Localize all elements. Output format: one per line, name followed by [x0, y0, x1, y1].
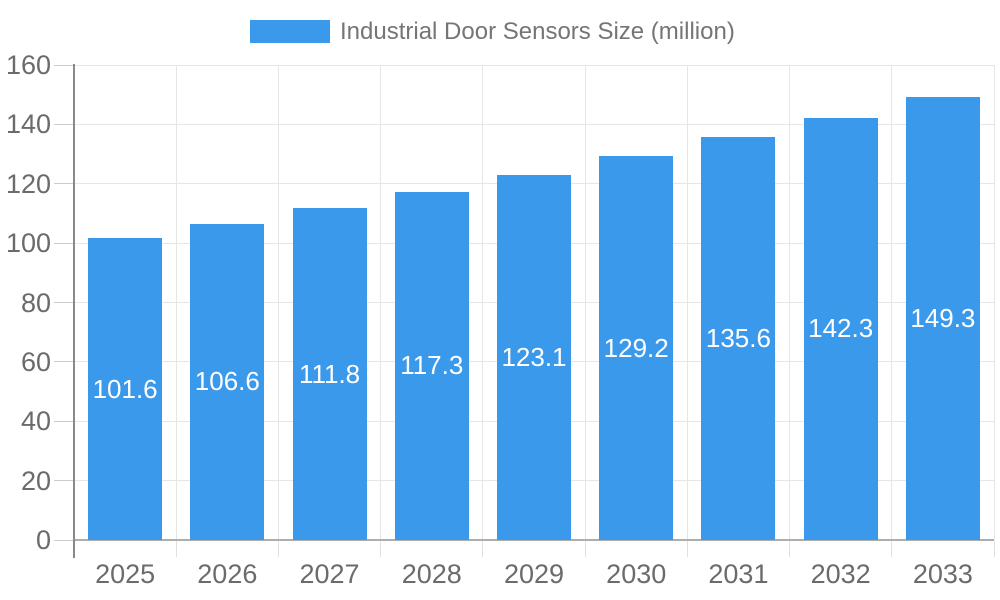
x-axis-line [74, 539, 994, 541]
x-axis-label: 2030 [606, 559, 667, 589]
bar-2030[interactable]: 129.2 [599, 156, 674, 540]
v-gridline [891, 65, 893, 540]
bar-2029[interactable]: 123.1 [497, 174, 571, 540]
y-tick [54, 183, 73, 185]
x-tick [993, 541, 995, 557]
x-tick [686, 541, 688, 557]
bar-2026[interactable]: 106.6 [190, 223, 265, 540]
bar-2031[interactable]: 135.6 [701, 137, 776, 540]
x-tick [175, 541, 177, 557]
y-axis-label: 20 [20, 465, 51, 496]
y-axis-label: 40 [20, 406, 51, 437]
bar-2032[interactable]: 142.3 [803, 117, 878, 540]
legend-item[interactable]: Industrial Door Sensors Size (million) [250, 18, 735, 45]
bar-value-label: 129.2 [603, 332, 669, 363]
y-tick [54, 242, 73, 244]
y-axis-line [72, 64, 75, 558]
legend-label: Industrial Door Sensors Size (million) [340, 18, 735, 45]
x-tick [380, 541, 382, 557]
y-axis-label: 0 [35, 525, 51, 555]
bar-value-label: 106.6 [194, 366, 260, 397]
v-gridline [277, 65, 279, 540]
y-tick [54, 123, 73, 125]
bar-value-label: 149.3 [910, 302, 976, 333]
x-axis-label: 2032 [810, 559, 871, 589]
bar-value-label: 117.3 [400, 350, 464, 381]
x-tick [584, 541, 586, 557]
v-gridline [482, 65, 484, 540]
bar-2033[interactable]: 149.3 [905, 96, 980, 540]
y-tick [54, 420, 73, 422]
x-axis-label: 2033 [912, 559, 973, 589]
v-gridline [993, 65, 995, 540]
x-tick [482, 541, 484, 557]
bar-value-label: 101.6 [92, 373, 158, 404]
v-gridline [380, 65, 382, 540]
bar-value-label: 111.8 [298, 358, 361, 389]
y-axis-label: 120 [5, 168, 51, 199]
v-gridline [584, 65, 586, 540]
bar-2028[interactable]: 117.3 [394, 191, 469, 540]
x-tick [277, 541, 279, 557]
y-tick [54, 539, 73, 541]
x-axis-label: 2028 [401, 559, 462, 589]
v-gridline [175, 65, 177, 540]
bar-value-label: 123.1 [501, 341, 567, 372]
y-axis-label: 60 [20, 346, 51, 377]
legend-swatch [250, 20, 330, 43]
y-axis-label: 100 [5, 228, 51, 259]
x-axis-label: 2027 [299, 559, 360, 589]
x-tick [891, 541, 893, 557]
v-gridline [789, 65, 791, 540]
y-tick [54, 480, 73, 482]
x-axis-label: 2025 [95, 559, 156, 589]
x-axis-label: 2031 [708, 559, 769, 589]
y-tick [54, 64, 73, 66]
y-axis-label: 80 [20, 287, 51, 318]
x-tick [789, 541, 791, 557]
y-tick [54, 361, 73, 363]
h-gridline [74, 123, 994, 125]
bar-2027[interactable]: 111.8 [292, 208, 367, 540]
bar-value-label: 135.6 [705, 323, 771, 354]
y-axis-label: 160 [5, 50, 51, 80]
y-tick [54, 302, 73, 303]
v-gridline [686, 65, 688, 540]
bar-value-label: 142.3 [808, 313, 874, 344]
x-axis-label: 2026 [197, 559, 258, 589]
bar-2025[interactable]: 101.6 [88, 238, 163, 540]
x-axis-label: 2029 [503, 559, 565, 589]
y-axis-label: 140 [5, 109, 51, 140]
h-gridline [74, 64, 994, 66]
